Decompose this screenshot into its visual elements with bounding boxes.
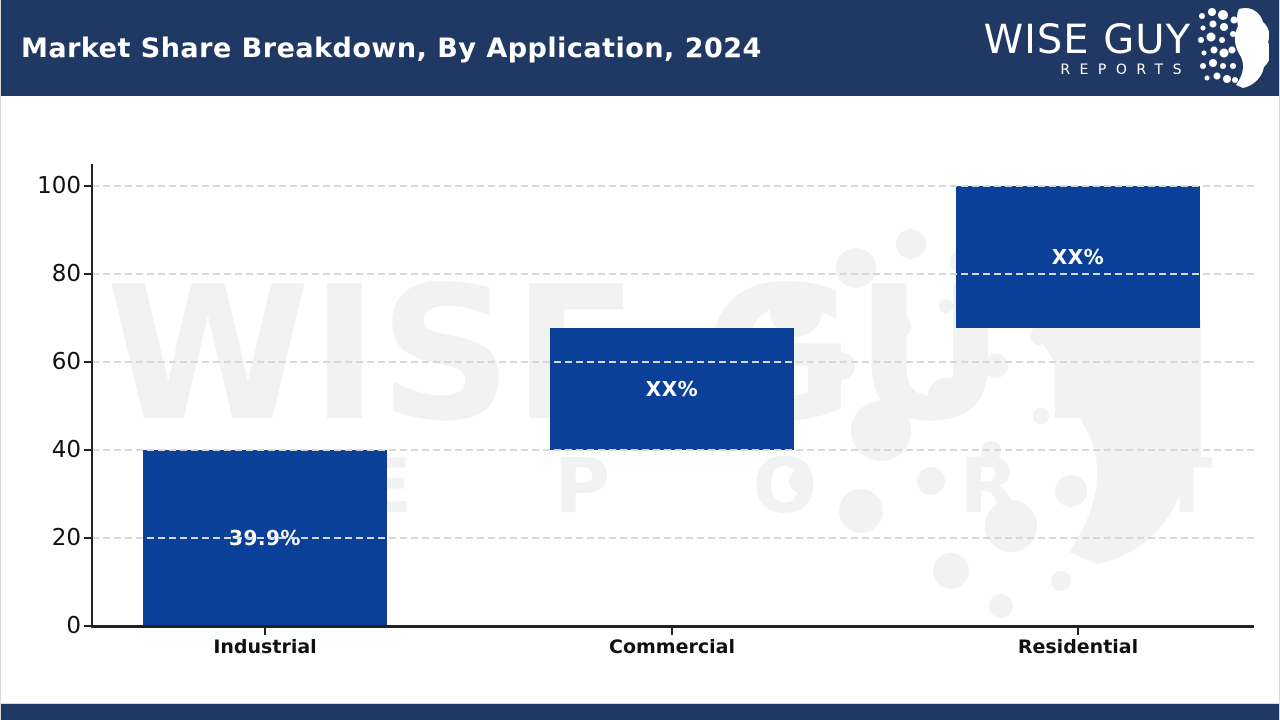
x-tick-residential xyxy=(1077,627,1079,635)
axes-layer xyxy=(1,96,1279,704)
wise-guy-logo: WISE GUY REPORTS xyxy=(984,6,1279,90)
y-tick-label-60: 60 xyxy=(51,349,81,375)
logo-wordmark: WISE GUY REPORTS xyxy=(984,20,1191,77)
bar-value-label: XX% xyxy=(645,377,699,402)
chart-area: WISE GUY R E P O R T S 39.9%XX%XX% 02040… xyxy=(1,96,1279,704)
bar-value-label: XX% xyxy=(1051,244,1105,269)
y-axis-spine xyxy=(91,164,93,628)
y-tick-label-0: 0 xyxy=(66,613,81,639)
chart-title: Market Share Breakdown, By Application, … xyxy=(21,32,762,64)
y-tick-label-20: 20 xyxy=(51,525,81,551)
wise-guy-face-icon xyxy=(1198,8,1269,88)
header-bar: Market Share Breakdown, By Application, … xyxy=(1,0,1279,96)
y-tick-100 xyxy=(84,185,92,187)
logo-text-reports: REPORTS xyxy=(1060,61,1191,78)
y-tick-80 xyxy=(84,273,92,275)
x-category-label-residential: Residential xyxy=(1017,636,1139,658)
footer-bar xyxy=(1,704,1279,720)
y-tick-label-40: 40 xyxy=(51,437,81,463)
logo-text-wiseguy: WISE GUY xyxy=(983,16,1191,63)
bottom-divider xyxy=(1,703,1279,704)
x-axis-spine xyxy=(91,625,1254,628)
y-tick-label-100: 100 xyxy=(37,173,81,199)
bar-commercial: XX% xyxy=(550,327,794,451)
x-tick-commercial xyxy=(671,627,673,635)
y-tick-60 xyxy=(84,361,92,363)
x-category-label-commercial: Commercial xyxy=(609,636,735,658)
y-tick-20 xyxy=(84,537,92,539)
x-category-label-industrial: Industrial xyxy=(213,636,317,658)
y-tick-40 xyxy=(84,449,92,451)
y-tick-0 xyxy=(84,625,92,627)
bar-residential: XX% xyxy=(956,186,1200,328)
labels-layer: 0 20 40 60 80 100 Industrial Commercial Resident… xyxy=(1,96,1279,704)
x-tick-industrial xyxy=(264,627,266,635)
y-tick-label-80: 80 xyxy=(51,261,81,287)
